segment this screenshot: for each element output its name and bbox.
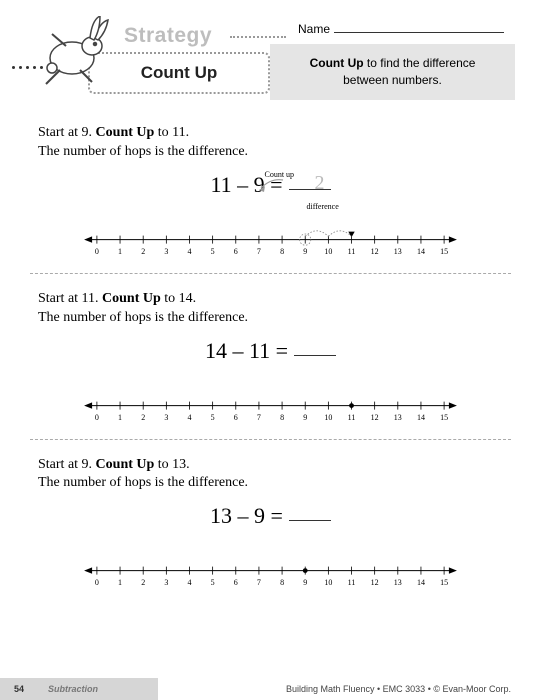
answer-blank[interactable]	[289, 189, 331, 190]
svg-text:7: 7	[257, 413, 261, 422]
answer-blank[interactable]	[289, 520, 331, 521]
svg-text:9: 9	[303, 413, 307, 422]
svg-text:5: 5	[211, 578, 215, 587]
svg-text:4: 4	[187, 413, 191, 422]
problem-section: Start at 9. Count Up to 11. The number o…	[30, 124, 511, 274]
tip-bold: Count Up	[310, 56, 364, 70]
svg-text:2: 2	[141, 578, 145, 587]
svg-text:13: 13	[394, 247, 402, 256]
svg-text:5: 5	[211, 413, 215, 422]
svg-text:1: 1	[118, 247, 122, 256]
svg-text:10: 10	[324, 578, 332, 587]
svg-text:14: 14	[417, 247, 425, 256]
svg-text:2: 2	[141, 413, 145, 422]
svg-text:10: 10	[324, 413, 332, 422]
svg-text:4: 4	[187, 247, 191, 256]
svg-text:13: 13	[394, 413, 402, 422]
svg-text:7: 7	[257, 578, 261, 587]
svg-text:8: 8	[280, 247, 284, 256]
equation-row: Count up difference 2 11 – 9 =	[30, 172, 511, 220]
svg-text:3: 3	[164, 247, 168, 256]
name-label: Name	[298, 22, 330, 36]
svg-text:0: 0	[95, 247, 99, 256]
number-line: 0123456789101112131415	[30, 553, 511, 593]
svg-text:6: 6	[234, 578, 238, 587]
svg-text:6: 6	[234, 247, 238, 256]
svg-text:9: 9	[303, 578, 307, 587]
svg-text:2: 2	[141, 247, 145, 256]
svg-text:12: 12	[371, 578, 379, 587]
svg-text:6: 6	[234, 413, 238, 422]
equation-text: 14 – 11 =	[205, 338, 288, 364]
svg-text:11: 11	[348, 413, 356, 422]
faint-answer: 2	[315, 172, 325, 195]
page-footer: 54 Subtraction Building Math Fluency • E…	[0, 678, 541, 700]
svg-text:14: 14	[417, 578, 425, 587]
number-line: 0123456789101112131415	[30, 388, 511, 428]
section-name: Subtraction	[38, 678, 158, 700]
strategy-label: Strategy	[124, 24, 212, 48]
svg-text:3: 3	[164, 413, 168, 422]
worksheet-header: Strategy Name Count Up Count Up to find …	[30, 18, 511, 108]
number-line: 0123456789101112131415	[30, 222, 511, 262]
problem-section: Start at 9. Count Up to 13. The number o…	[30, 456, 511, 599]
svg-text:0: 0	[95, 578, 99, 587]
name-input-line[interactable]	[334, 32, 504, 33]
svg-text:11: 11	[348, 578, 356, 587]
svg-text:14: 14	[417, 413, 425, 422]
svg-text:11: 11	[348, 247, 356, 256]
bunny-icon	[22, 16, 122, 96]
page-number: 54	[0, 678, 38, 700]
equation-row: 13 – 9 =	[30, 503, 511, 551]
copyright: Building Math Fluency • EMC 3033 • © Eva…	[286, 684, 541, 694]
problem-section: Start at 11. Count Up to 14. The number …	[30, 290, 511, 440]
instruction-text: Start at 11. Count Up to 14. The number …	[38, 290, 511, 328]
svg-text:1: 1	[118, 413, 122, 422]
svg-text:3: 3	[164, 578, 168, 587]
answer-blank[interactable]	[294, 355, 336, 356]
tip-line2: between numbers.	[343, 72, 442, 89]
svg-text:5: 5	[211, 247, 215, 256]
svg-text:8: 8	[280, 413, 284, 422]
svg-text:10: 10	[324, 247, 332, 256]
svg-text:4: 4	[187, 578, 191, 587]
svg-text:15: 15	[440, 578, 448, 587]
difference-annotation: difference	[307, 202, 339, 211]
svg-text:8: 8	[280, 578, 284, 587]
svg-text:12: 12	[371, 413, 379, 422]
section-divider	[30, 273, 511, 274]
instruction-text: Start at 9. Count Up to 13. The number o…	[38, 456, 511, 494]
svg-text:15: 15	[440, 413, 448, 422]
svg-text:0: 0	[95, 413, 99, 422]
equation-text: 13 – 9 =	[210, 503, 283, 529]
arrow-icon	[257, 178, 287, 192]
strategy-tip-box: Count Up to find the difference between …	[270, 44, 515, 100]
svg-text:1: 1	[118, 578, 122, 587]
svg-text:9: 9	[303, 247, 307, 256]
svg-text:15: 15	[440, 247, 448, 256]
tip-rest: to find the difference	[364, 56, 476, 70]
section-divider	[30, 439, 511, 440]
svg-text:13: 13	[394, 578, 402, 587]
svg-text:12: 12	[371, 247, 379, 256]
equation-row: 14 – 11 =	[30, 338, 511, 386]
strategy-title: Count Up	[141, 63, 217, 83]
instruction-text: Start at 9. Count Up to 11. The number o…	[38, 124, 511, 162]
svg-text:7: 7	[257, 247, 261, 256]
strategy-dotted-line	[230, 36, 286, 38]
name-field: Name	[298, 22, 504, 36]
